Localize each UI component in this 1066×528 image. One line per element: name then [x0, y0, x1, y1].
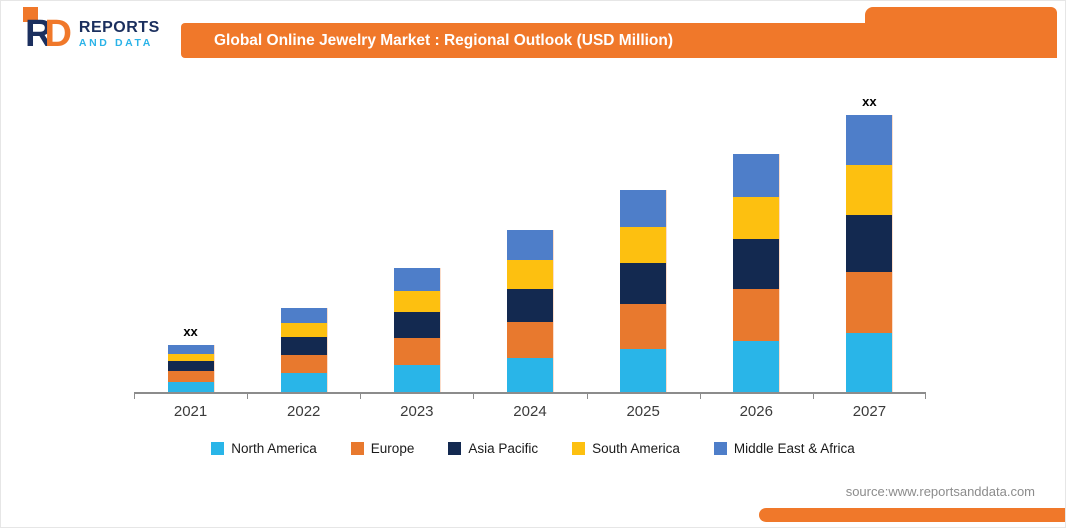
x-axis-label-2023: 2023	[360, 394, 473, 420]
bar-segment-north-america	[167, 382, 214, 392]
bar-value-label-2021: xx	[183, 323, 198, 339]
bar-stack-2022	[280, 308, 327, 392]
bar-column-2024	[473, 230, 586, 392]
bar-segment-north-america	[506, 357, 553, 392]
bar-segment-middle-east-africa	[506, 230, 553, 260]
bar-segment-south-america	[506, 259, 553, 289]
bar-segment-europe	[280, 354, 327, 374]
legend-label-south-america: South America	[592, 441, 680, 456]
bar-stack-2026	[733, 153, 780, 392]
bar-value-label-2027: xx	[862, 94, 877, 110]
bar-segment-europe	[506, 322, 553, 358]
bar-segment-south-america	[620, 227, 667, 263]
bar-stack-2027	[846, 115, 893, 392]
x-axis-label-2027: 2027	[812, 394, 926, 420]
legend-swatch-middle-east-africa	[713, 442, 727, 455]
logo-mark-icon: RD	[25, 15, 72, 53]
bar-segment-europe	[393, 337, 440, 366]
bar-column-2021: xx	[134, 324, 247, 392]
bar-segment-middle-east-africa	[280, 308, 327, 324]
bar-stack-2025	[620, 189, 667, 392]
x-axis-label-2026: 2026	[699, 394, 813, 420]
bar-segment-south-america	[393, 290, 440, 313]
legend-label-europe: Europe	[370, 441, 415, 456]
legend-swatch-north-america	[211, 442, 225, 455]
logo-letter-d: D	[44, 13, 72, 55]
bar-segment-middle-east-africa	[620, 189, 667, 228]
legend-item-south-america: South America	[572, 441, 680, 456]
bar-column-2027: xx	[813, 94, 926, 392]
legend-label-north-america: North America	[231, 441, 317, 456]
bar-segment-south-america	[167, 353, 214, 362]
bar-segment-asia-pacific	[280, 336, 327, 355]
bar-segment-north-america	[280, 373, 327, 392]
legend-item-north-america: North America	[211, 441, 317, 456]
logo-line-and-data: AND DATA	[78, 37, 153, 50]
bar-segment-europe	[846, 271, 893, 333]
bar-column-2025	[587, 189, 700, 392]
bar-segment-asia-pacific	[846, 214, 893, 272]
bar-segment-north-america	[733, 340, 780, 392]
source-text: source:www.reportsanddata.com	[845, 484, 1035, 499]
bar-segment-south-america	[733, 196, 780, 240]
bar-segment-europe	[620, 304, 667, 349]
legend-item-europe: Europe	[350, 441, 415, 456]
bar-column-2022	[247, 308, 360, 392]
top-right-accent-shape	[865, 7, 1057, 57]
top-left-accent-square	[23, 7, 38, 22]
logo-line-reports: REPORTS	[78, 18, 160, 36]
bar-segment-middle-east-africa	[733, 153, 780, 197]
bar-column-2026	[700, 153, 813, 392]
bottom-right-accent-strip	[759, 508, 1065, 522]
legend-swatch-south-america	[572, 442, 586, 455]
bar-segment-asia-pacific	[506, 288, 553, 323]
logo-text: REPORTS AND DATA	[79, 19, 160, 49]
bar-segment-europe	[733, 288, 780, 341]
bar-segment-middle-east-africa	[846, 115, 893, 166]
bar-stack-2021	[167, 344, 214, 392]
bar-segment-asia-pacific	[733, 239, 780, 289]
x-axis-labels: 2021 2022 2023 2024 2025 2026 2027	[134, 394, 926, 420]
bar-segment-middle-east-africa	[167, 344, 214, 354]
legend: North America Europe Asia Pacific South Ame…	[1, 441, 1065, 456]
logo-letter-r: R	[25, 13, 53, 55]
bar-segment-asia-pacific	[167, 361, 214, 372]
bar-segment-south-america	[846, 165, 893, 215]
bar-column-2023	[360, 267, 473, 392]
legend-swatch-asia-pacific	[448, 442, 462, 455]
bar-segment-south-america	[280, 323, 327, 337]
bar-stack-2023	[393, 267, 440, 392]
legend-swatch-europe	[350, 442, 364, 455]
legend-item-asia-pacific: Asia Pacific	[448, 441, 538, 456]
bar-segment-middle-east-africa	[393, 267, 440, 291]
x-axis-label-2024: 2024	[473, 394, 586, 420]
legend-item-middle-east-africa: Middle East & Africa	[713, 441, 855, 456]
bar-segment-asia-pacific	[393, 312, 440, 338]
bar-stack-2024	[506, 230, 553, 392]
chart-title: Global Online Jewelry Market : Regional …	[214, 31, 674, 49]
bar-segment-north-america	[393, 365, 440, 392]
x-axis-label-2021: 2021	[134, 394, 247, 420]
bar-segment-europe	[167, 371, 214, 383]
reports-and-data-logo: RD REPORTS AND DATA	[25, 15, 160, 53]
legend-label-middle-east-africa: Middle East & Africa	[733, 441, 855, 456]
stacked-bar-chart: xx xx 2021 2022 2023 2024 2025 2026 2027	[134, 89, 926, 420]
x-axis-label-2022: 2022	[247, 394, 360, 420]
bar-segment-north-america	[846, 332, 893, 392]
bar-segment-north-america	[620, 348, 667, 392]
x-axis-label-2025: 2025	[586, 394, 700, 420]
plot-area: xx xx	[134, 89, 926, 394]
legend-label-asia-pacific: Asia Pacific	[468, 441, 539, 456]
bar-segment-asia-pacific	[620, 262, 667, 305]
